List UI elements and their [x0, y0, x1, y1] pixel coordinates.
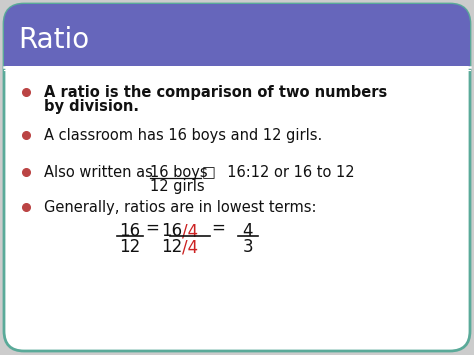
- Text: 16:12 or 16 to 12: 16:12 or 16 to 12: [218, 165, 355, 180]
- Text: =: =: [145, 219, 159, 237]
- FancyBboxPatch shape: [4, 4, 470, 66]
- Text: A ratio is the comparison of two numbers: A ratio is the comparison of two numbers: [44, 85, 387, 100]
- Text: 12: 12: [119, 238, 141, 256]
- Text: /4: /4: [182, 238, 198, 256]
- Text: Ratio: Ratio: [18, 26, 89, 54]
- Text: 12: 12: [161, 238, 182, 256]
- Text: Also written as: Also written as: [44, 165, 157, 180]
- Text: 3: 3: [243, 238, 253, 256]
- Text: 16 boys: 16 boys: [150, 165, 208, 180]
- Text: by division.: by division.: [44, 99, 139, 114]
- Text: 16: 16: [161, 222, 182, 240]
- Text: /4: /4: [182, 222, 198, 240]
- Bar: [4, 32, 470, 66]
- Text: =: =: [211, 219, 225, 237]
- Text: 4: 4: [243, 222, 253, 240]
- Text: □: □: [202, 165, 216, 180]
- Text: 12 girls: 12 girls: [150, 179, 205, 194]
- Text: 16: 16: [119, 222, 141, 240]
- Text: Generally, ratios are in lowest terms:: Generally, ratios are in lowest terms:: [44, 200, 317, 215]
- Text: A classroom has 16 boys and 12 girls.: A classroom has 16 boys and 12 girls.: [44, 128, 322, 143]
- FancyBboxPatch shape: [4, 4, 470, 351]
